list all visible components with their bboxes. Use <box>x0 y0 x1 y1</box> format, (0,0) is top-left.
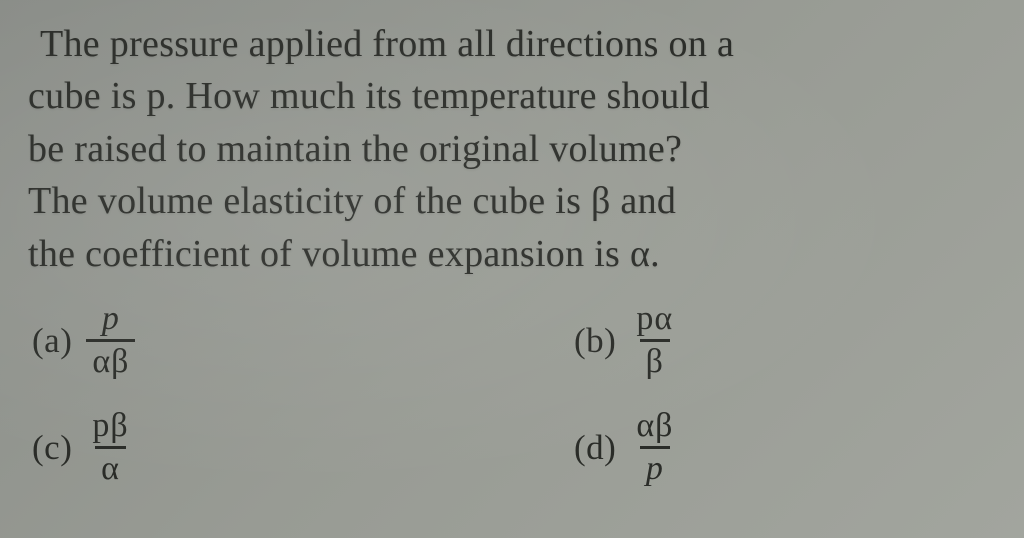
option-b-label: (b) <box>574 321 616 361</box>
option-b-denominator: β <box>640 339 670 379</box>
question-line-3: be raised to maintain the original volum… <box>28 123 996 175</box>
option-c-denominator: α <box>95 446 126 486</box>
option-d-label: (d) <box>574 428 616 468</box>
option-d: (d) αβ p <box>574 409 996 486</box>
option-c-numerator: pβ <box>86 409 134 446</box>
option-c: (c) pβ α <box>32 409 454 486</box>
option-d-numerator: αβ <box>630 409 679 446</box>
question-line-2: cube is p. How much its temperature shou… <box>28 70 996 122</box>
option-a: (a) p αβ <box>32 302 454 379</box>
option-b-fraction: pα β <box>630 302 679 379</box>
option-a-numerator: p <box>96 302 126 339</box>
option-d-denominator: p <box>640 446 670 486</box>
question-text: The pressure applied from all directions… <box>28 18 996 280</box>
option-b-numerator: pα <box>630 302 679 339</box>
question-line-5: the coefficient of volume expansion is α… <box>28 228 996 280</box>
option-b: (b) pα β <box>574 302 996 379</box>
question-line-1: The pressure applied from all directions… <box>28 18 996 70</box>
option-c-label: (c) <box>32 428 72 468</box>
option-a-denominator: αβ <box>86 339 135 379</box>
option-d-fraction: αβ p <box>630 409 679 486</box>
option-a-label: (a) <box>32 321 72 361</box>
question-line-4: The volume elasticity of the cube is β a… <box>28 175 996 227</box>
options-grid: (a) p αβ (b) pα β (c) pβ α (d) αβ p <box>28 302 996 486</box>
option-a-fraction: p αβ <box>86 302 135 379</box>
option-c-fraction: pβ α <box>86 409 134 486</box>
